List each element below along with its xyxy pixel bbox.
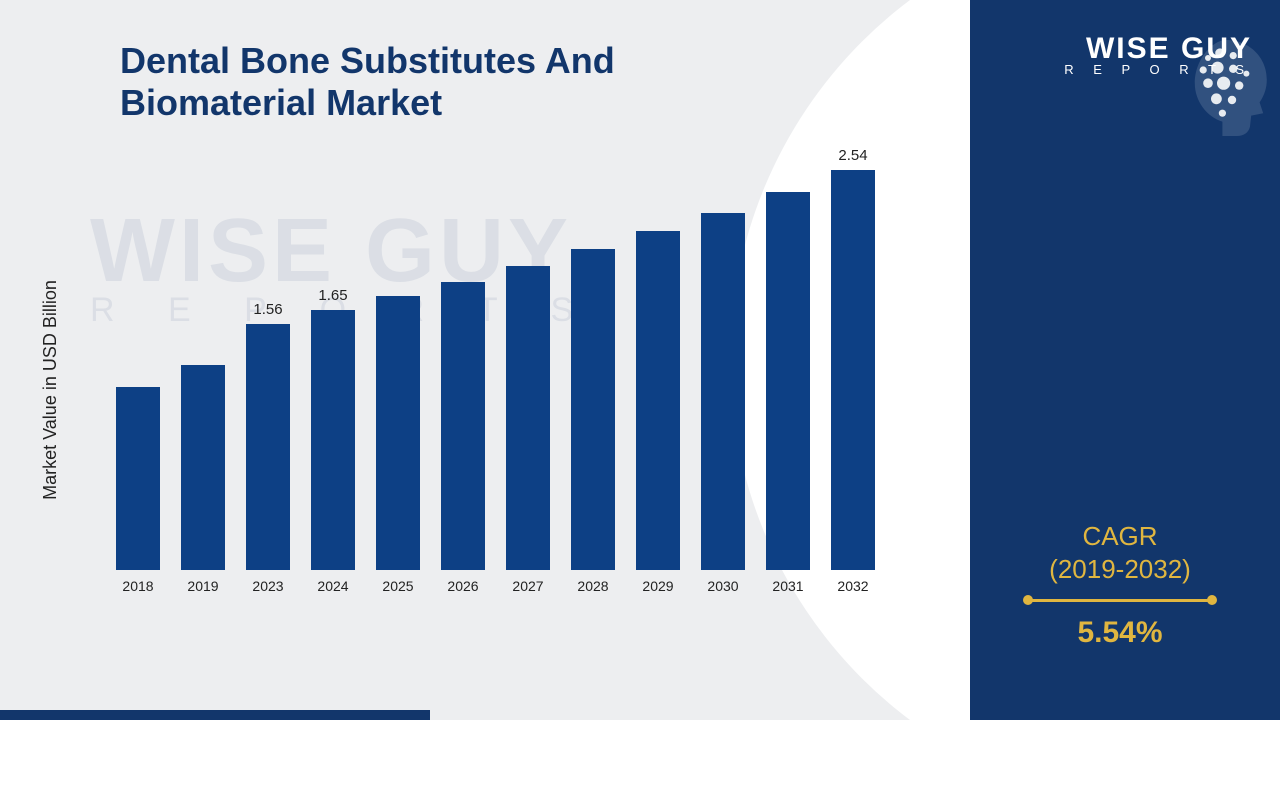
- x-category: 2032: [823, 578, 883, 594]
- x-category: 2031: [758, 578, 818, 594]
- bar-2026: [441, 282, 485, 570]
- cagr-block: CAGR (2019-2032) 5.54%: [1020, 520, 1220, 650]
- brand-logo: WISE GUY R E P O R T S: [1064, 32, 1252, 77]
- plot-area: 2018201920231.5620241.652025202620272028…: [116, 170, 896, 570]
- bar-2019: [181, 365, 225, 570]
- bar-2018: [116, 387, 160, 570]
- x-category: 2024: [303, 578, 363, 594]
- bar-2025: [376, 296, 420, 570]
- x-category: 2029: [628, 578, 688, 594]
- x-category: 2023: [238, 578, 298, 594]
- bar-value-label: 1.56: [238, 301, 298, 318]
- y-axis-label: Market Value in USD Billion: [40, 280, 61, 500]
- cagr-divider: [1028, 599, 1212, 602]
- x-category: 2027: [498, 578, 558, 594]
- bar-2028: [571, 249, 615, 570]
- cagr-label: CAGR: [1020, 520, 1220, 553]
- bottom-accent-bar: [0, 710, 430, 720]
- x-category: 2025: [368, 578, 428, 594]
- bar-2032: [831, 170, 875, 570]
- x-category: 2030: [693, 578, 753, 594]
- bar-value-label: 2.54: [823, 147, 883, 164]
- bar-2023: [246, 324, 290, 570]
- x-category: 2028: [563, 578, 623, 594]
- bar-2024: [311, 310, 355, 570]
- chart-title: Dental Bone Substitutes And Biomaterial …: [120, 40, 820, 125]
- logo-line1: WISE GUY: [1064, 32, 1252, 66]
- page: WISE GUY R E P O R T S WISE GUY R E P O …: [0, 0, 1280, 720]
- bar-chart: Market Value in USD Billion 201820192023…: [90, 170, 900, 610]
- cagr-period: (2019-2032): [1020, 553, 1220, 586]
- bar-2031: [766, 192, 810, 570]
- bar-2030: [701, 213, 745, 570]
- x-category: 2018: [108, 578, 168, 594]
- bar-value-label: 1.65: [303, 287, 363, 304]
- x-category: 2026: [433, 578, 493, 594]
- logo-line2: R E P O R T S: [1064, 62, 1252, 77]
- bar-2029: [636, 231, 680, 570]
- x-category: 2019: [173, 578, 233, 594]
- bar-2027: [506, 266, 550, 570]
- cagr-value: 5.54%: [1020, 616, 1220, 650]
